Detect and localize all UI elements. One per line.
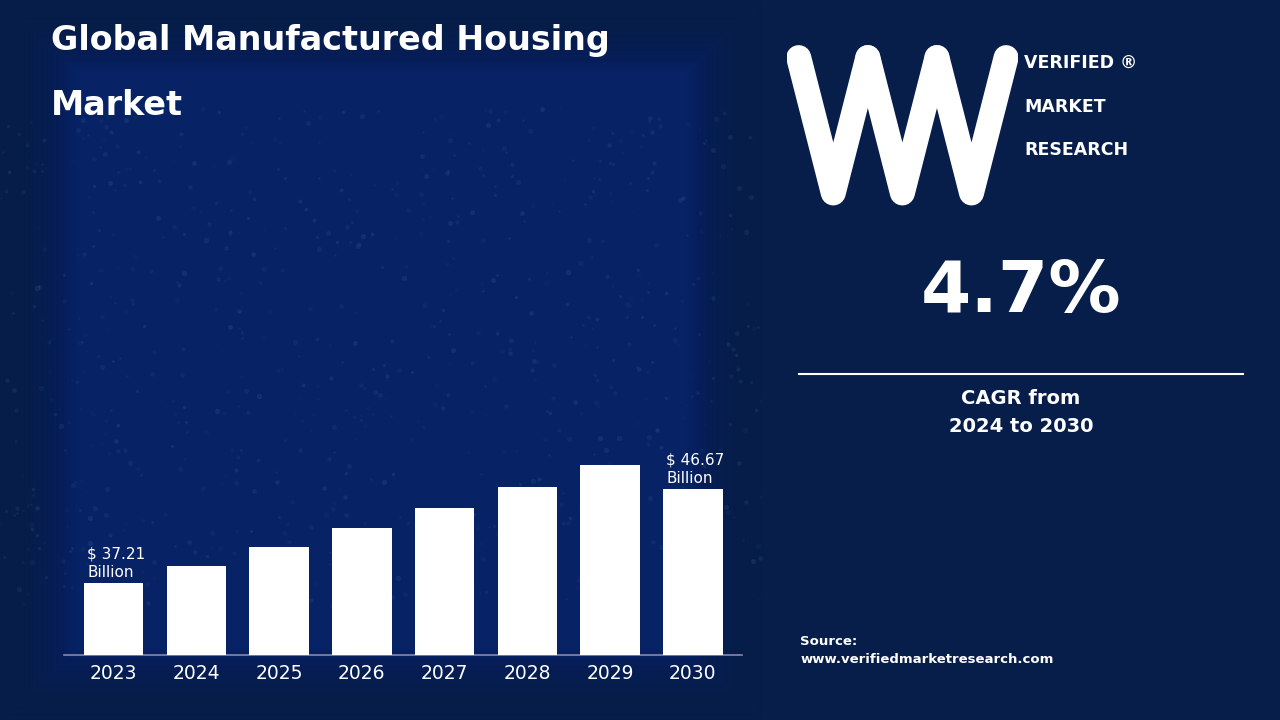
Bar bbox=[332, 528, 392, 720]
Bar bbox=[663, 489, 722, 720]
Text: $ 46.67
Billion: $ 46.67 Billion bbox=[667, 452, 724, 485]
Text: Source:
www.verifiedmarketresearch.com: Source: www.verifiedmarketresearch.com bbox=[800, 635, 1053, 666]
Bar bbox=[415, 508, 475, 720]
Bar bbox=[498, 487, 557, 720]
Text: MARKET: MARKET bbox=[1024, 99, 1106, 117]
Text: CAGR from
2024 to 2030: CAGR from 2024 to 2030 bbox=[948, 389, 1093, 436]
Text: 4.7%: 4.7% bbox=[920, 258, 1121, 327]
Bar bbox=[166, 566, 227, 720]
Text: VERIFIED ®: VERIFIED ® bbox=[1024, 54, 1137, 72]
Bar bbox=[84, 583, 143, 720]
Text: $ 37.21
Billion: $ 37.21 Billion bbox=[87, 546, 146, 580]
Text: Market: Market bbox=[51, 89, 183, 122]
Text: RESEARCH: RESEARCH bbox=[1024, 141, 1128, 159]
Bar bbox=[250, 547, 308, 720]
Bar bbox=[580, 465, 640, 720]
Text: Global Manufactured Housing: Global Manufactured Housing bbox=[51, 24, 611, 57]
